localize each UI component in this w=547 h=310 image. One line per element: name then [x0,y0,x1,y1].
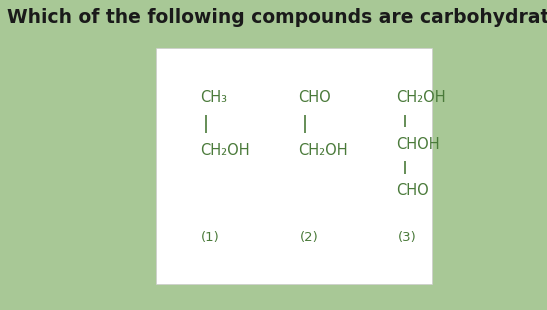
Text: CHO: CHO [397,183,429,198]
Text: Which of the following compounds are carbohydrates? Why?: Which of the following compounds are car… [7,8,547,27]
Text: CHOH: CHOH [397,137,440,152]
FancyBboxPatch shape [156,48,432,284]
Text: CH₂OH: CH₂OH [298,143,348,158]
Text: (1): (1) [201,231,220,244]
Text: CH₂OH: CH₂OH [397,90,446,105]
Text: CH₃: CH₃ [200,90,226,105]
Text: CH₂OH: CH₂OH [200,143,249,158]
Text: CHO: CHO [298,90,331,105]
Text: (3): (3) [398,231,417,244]
Text: (2): (2) [300,231,318,244]
